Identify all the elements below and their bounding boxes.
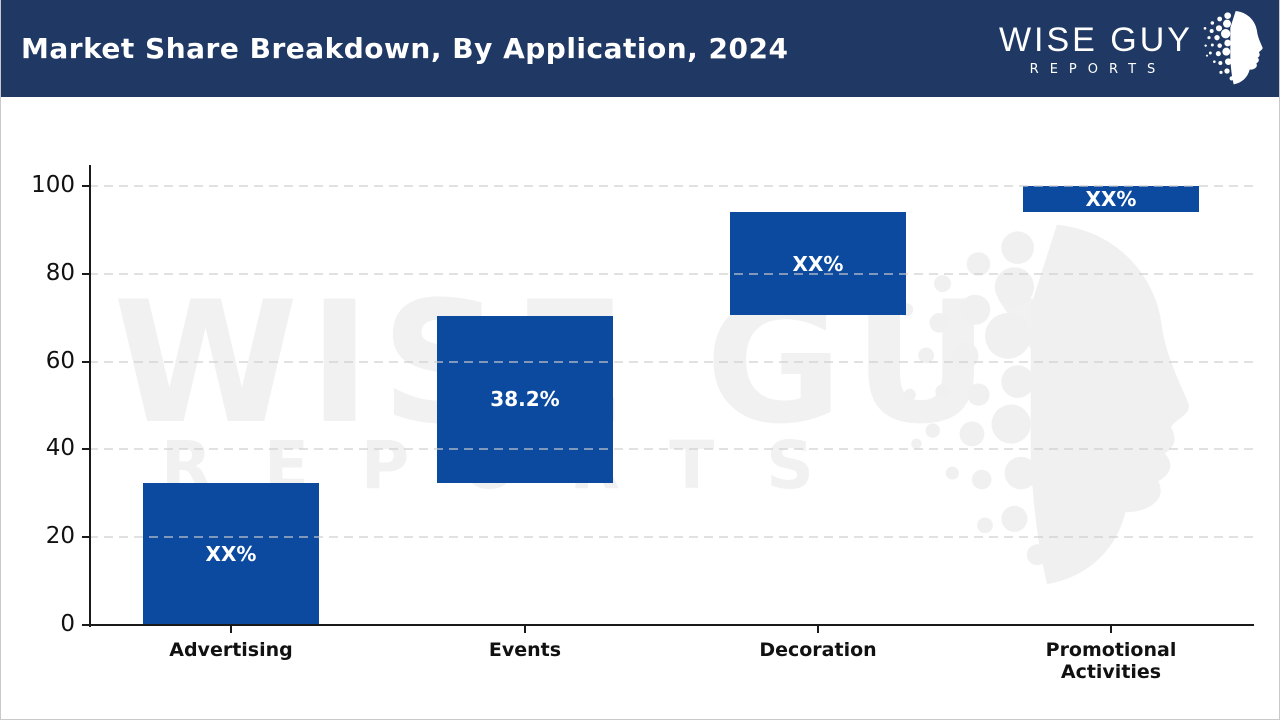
y-tick-label-60: 60 xyxy=(45,347,75,374)
x-tickmark-2 xyxy=(817,626,819,633)
bar-segment-3: XX% xyxy=(1023,186,1199,213)
bar-value-label: XX% xyxy=(205,542,257,567)
y-tickmark-40 xyxy=(82,448,89,451)
y-tickmark-100 xyxy=(82,185,89,187)
chart-area: WISE GUY REPORTS XX%38.2%XX%XX%020406080… xyxy=(1,97,1279,720)
gridline-60 xyxy=(89,360,1259,363)
bar-segment-1: 38.2% xyxy=(437,315,613,484)
y-tick-label-40: 40 xyxy=(45,435,75,462)
gridline-20 xyxy=(89,536,1259,539)
watermark-wordmark: WISE GUY xyxy=(113,265,1132,461)
y-tickmark-0 xyxy=(82,624,89,626)
x-axis xyxy=(88,624,1254,626)
bar-segment-2: XX% xyxy=(730,212,906,316)
bar-value-label: XX% xyxy=(1085,187,1137,212)
y-tick-label-80: 80 xyxy=(45,259,75,286)
gridline-40 xyxy=(89,448,1259,451)
y-tick-label-100: 100 xyxy=(31,172,75,198)
y-tickmark-60 xyxy=(82,360,89,363)
y-tickmark-20 xyxy=(82,536,89,539)
y-tickmark-80 xyxy=(82,272,89,275)
x-tickmark-3 xyxy=(1110,626,1112,633)
y-tick-label-20: 20 xyxy=(45,523,75,550)
x-category-label-1: Events xyxy=(488,639,562,661)
gridline-80 xyxy=(89,272,1259,275)
x-tickmark-1 xyxy=(524,626,526,633)
header-bar: Market Share Breakdown, By Application, … xyxy=(1,0,1279,97)
x-category-label-0: Advertising xyxy=(169,639,293,661)
logo-subtitle: REPORTS xyxy=(1029,61,1167,77)
bar-segment-0: XX% xyxy=(143,483,319,625)
chart-title: Market Share Breakdown, By Application, … xyxy=(21,32,789,65)
x-category-label-2: Decoration xyxy=(759,639,877,661)
bar-value-label: 38.2% xyxy=(490,387,560,412)
gridline-100 xyxy=(89,185,1259,187)
y-axis xyxy=(89,165,91,627)
bar-value-label: XX% xyxy=(792,251,844,276)
logo-wordmark: WISE GUY xyxy=(998,20,1193,59)
x-tickmark-0 xyxy=(230,626,232,633)
x-category-label-3: Promotional Activities xyxy=(1045,639,1177,683)
y-tick-label-0: 0 xyxy=(60,611,75,637)
wise-guy-logo: WISE GUY REPORTS xyxy=(999,9,1267,89)
logo-head-icon xyxy=(1195,9,1267,89)
